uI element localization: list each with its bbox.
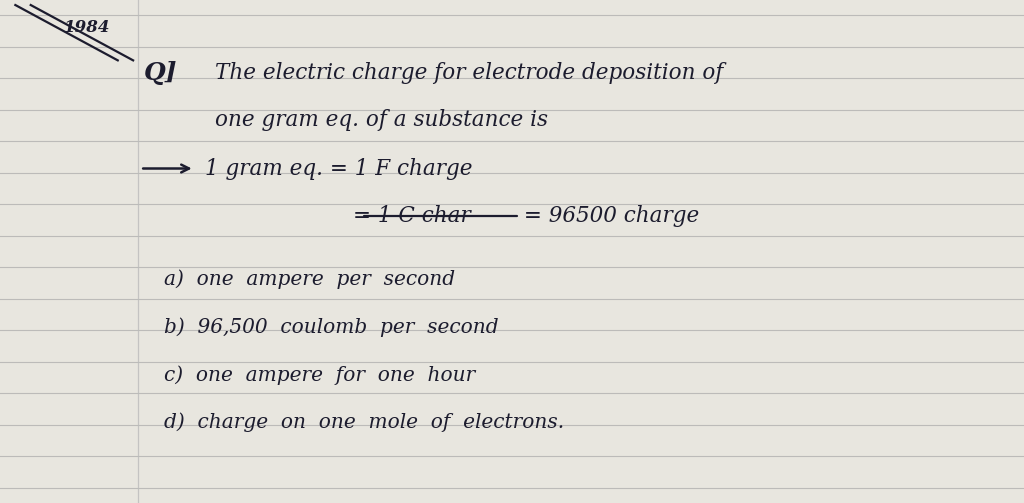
Text: 1984: 1984 <box>63 19 111 36</box>
Text: a)  one  ampere  per  second: a) one ampere per second <box>164 269 455 289</box>
Text: c)  one  ampere  for  one  hour: c) one ampere for one hour <box>164 365 475 385</box>
Text: d)  charge  on  one  mole  of  electrons.: d) charge on one mole of electrons. <box>164 412 564 433</box>
Text: one gram eq. of a substance is: one gram eq. of a substance is <box>215 109 548 131</box>
Text: = 1 C char: = 1 C char <box>353 205 471 227</box>
Text: Q]: Q] <box>143 61 177 85</box>
Text: = 96500 charge: = 96500 charge <box>517 205 699 227</box>
Text: b)  96,500  coulomb  per  second: b) 96,500 coulomb per second <box>164 317 499 337</box>
Text: 1 gram eq. = 1 F charge: 1 gram eq. = 1 F charge <box>205 157 472 180</box>
Text: The electric charge for electrode deposition of: The electric charge for electrode deposi… <box>215 62 723 84</box>
